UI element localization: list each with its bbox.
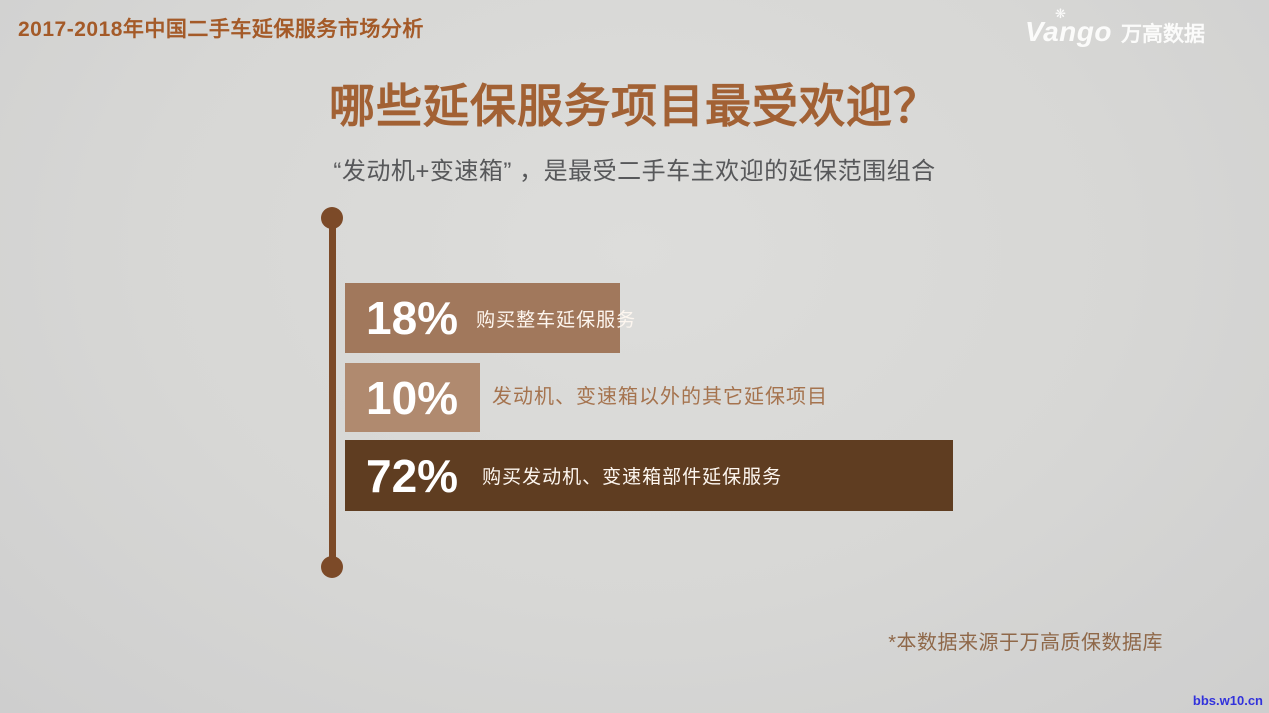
bar-percent-value: 18% <box>366 292 459 344</box>
timeline-dot-top <box>321 207 343 229</box>
bar-percent-value: 72% <box>366 449 459 502</box>
bar-other-warranty: 10% <box>345 363 480 432</box>
timeline-dot-bottom <box>321 556 343 578</box>
bar-engine-gearbox-warranty: 72% 购买发动机、变速箱部件延保服务 <box>345 440 953 511</box>
logo-brand-text: Vango <box>1024 16 1112 47</box>
watermark-text: bbs.w10.cn <box>1192 693 1263 708</box>
vango-logo: ❋ Vango 万高数据 <box>1024 6 1205 48</box>
chart-title: 哪些延保服务项目最受欢迎？ <box>329 80 940 132</box>
gear-icon: ❋ <box>1054 6 1066 21</box>
page-title: 2017-2018年中国二手车延保服务市场分析 <box>18 18 424 41</box>
bar-category-label-outside: 发动机、变速箱以外的其它延保项目 <box>492 386 828 408</box>
logo-brand-cn-text: 万高数据 <box>1121 23 1205 46</box>
bar-percent-value: 10% <box>366 371 459 424</box>
data-source-footnote: *本数据来源于万高质保数据库 <box>888 632 1163 654</box>
bar-category-label: 购买整车延保服务 <box>476 309 637 331</box>
chart-subtitle: “发动机+变速箱” ，是最受二手车主欢迎的延保范围组合 <box>333 158 936 185</box>
timeline-line <box>329 217 336 567</box>
bar-whole-car-warranty: 18% 购买整车延保服务 <box>345 283 635 353</box>
bar-category-label: 购买发动机、变速箱部件延保服务 <box>482 467 783 488</box>
